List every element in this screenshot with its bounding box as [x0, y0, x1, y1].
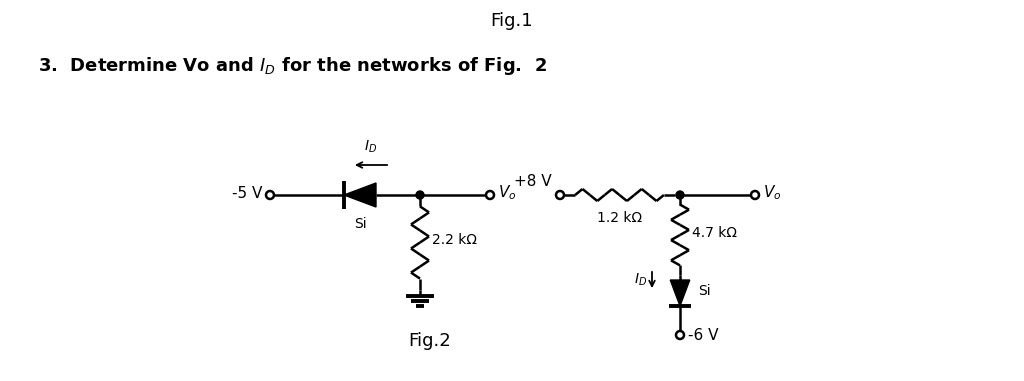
Text: $V_o$: $V_o$	[763, 184, 781, 202]
Polygon shape	[344, 183, 376, 207]
Circle shape	[416, 191, 424, 199]
Text: $I_D$: $I_D$	[365, 139, 378, 155]
Text: 4.7 kΩ: 4.7 kΩ	[692, 226, 737, 240]
Text: 3.  Determine Vo and $I_D$ for the networks of Fig.  2: 3. Determine Vo and $I_D$ for the networ…	[38, 55, 547, 77]
Polygon shape	[671, 280, 690, 306]
Text: -6 V: -6 V	[688, 328, 719, 344]
Text: 2.2 kΩ: 2.2 kΩ	[432, 234, 477, 248]
Text: -5 V: -5 V	[231, 186, 262, 200]
Text: Si: Si	[353, 217, 367, 231]
Text: $V_o$: $V_o$	[498, 184, 516, 202]
Text: 1.2 kΩ: 1.2 kΩ	[597, 211, 642, 225]
Text: $I_D$: $I_D$	[634, 272, 647, 288]
Text: Fig.1: Fig.1	[490, 12, 534, 30]
Text: +8 V: +8 V	[514, 173, 552, 189]
Circle shape	[676, 191, 684, 199]
Text: Si: Si	[698, 284, 711, 298]
Text: Fig.2: Fig.2	[409, 332, 452, 350]
